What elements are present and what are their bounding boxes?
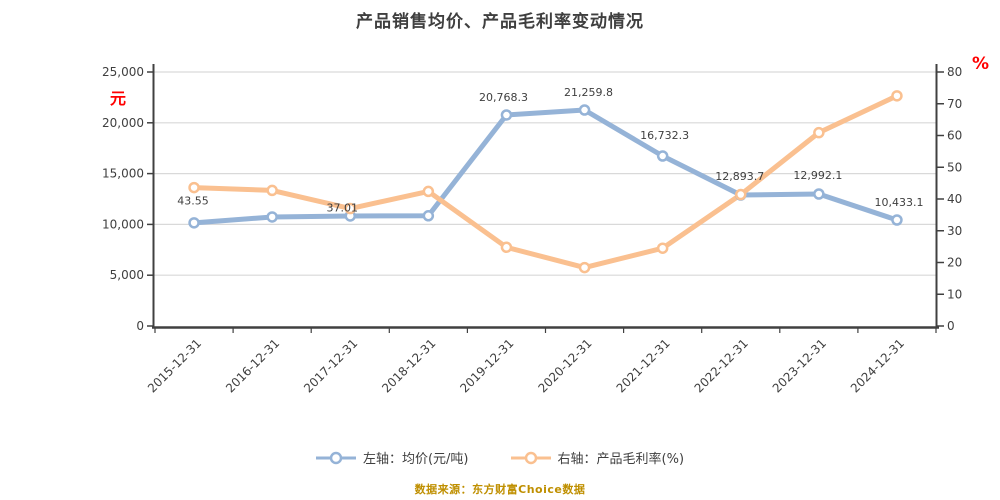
left-axis-tick-label: 15,000 [102, 167, 144, 181]
x-tick-label: 2021-12-31 [614, 336, 673, 395]
plot-area: 0 5,000 10,000 15,000 20,000 25,000 0 10 20 30 40 5… [102, 64, 962, 395]
data-source-watermark: 数据来源：东方财富Choice数据 [414, 483, 586, 496]
data-point-marker [813, 126, 825, 139]
data-point-marker [500, 241, 513, 254]
data-point-marker [344, 202, 356, 215]
legend: 左轴：均价(元/吨) 右轴：产品毛利率(%) [0, 448, 1000, 467]
x-tick-label: 2018-12-31 [379, 336, 438, 395]
right-axis-tick-label: 70 [947, 97, 962, 111]
data-point-marker [891, 214, 903, 226]
data-point-label: 21,259.8 [564, 86, 613, 99]
data-point-marker [422, 210, 435, 222]
series-line-margin [191, 93, 900, 271]
data-point-marker [188, 217, 200, 229]
series-line-price [191, 107, 900, 226]
price-series-marker-icon [315, 451, 356, 464]
x-tick-label: 2024-12-31 [848, 336, 907, 395]
data-point-label: 12,893.7 [715, 170, 764, 183]
data-point-marker [500, 109, 513, 121]
x-tick-label: 2020-12-31 [535, 336, 594, 395]
data-point-label: 37.01 [327, 202, 359, 215]
data-point-marker [266, 211, 278, 223]
data-point-marker [188, 181, 200, 194]
right-axis-tick-label: 30 [947, 224, 962, 238]
data-point-marker [891, 90, 903, 102]
data-point-label: 10,433.1 [874, 196, 923, 209]
legend-item-margin: 右轴：产品毛利率(%) [510, 448, 685, 467]
left-axis-tick-label: 20,000 [102, 116, 144, 130]
data-point-marker [656, 150, 669, 162]
right-axis-unit-label: % [972, 54, 990, 74]
margin-series-marker-icon [510, 451, 551, 464]
x-tick-label: 2017-12-31 [301, 336, 360, 395]
left-axis-tick-label: 25,000 [102, 65, 144, 79]
data-point-marker [813, 188, 825, 200]
data-point-marker [656, 242, 669, 254]
left-axis-tick-label: 0 [136, 319, 144, 333]
data-point-marker [578, 104, 591, 116]
x-tick-label: 2015-12-31 [145, 336, 204, 395]
legend-label-margin: 右轴：产品毛利率(%) [557, 452, 685, 467]
x-tick-label: 2022-12-31 [692, 336, 751, 395]
right-axis-tick-label: 50 [947, 160, 962, 174]
right-axis-tick-label: 40 [947, 192, 962, 206]
legend-item-price: 左轴：均价(元/吨) [315, 448, 469, 467]
left-axis-unit-label: 元 [110, 89, 127, 108]
right-axis-tick-label: 10 [947, 287, 962, 301]
right-axis-tick-label: 60 [947, 129, 962, 143]
data-point-label: 43.55 [177, 195, 209, 208]
data-point-marker [735, 188, 747, 201]
data-point-marker [578, 261, 591, 274]
chart-title: 产品销售均价、产品毛利率变动情况 [356, 12, 644, 32]
data-point-label: 16,732.3 [640, 129, 689, 142]
right-axis-tick-label: 0 [947, 319, 955, 333]
data-point-marker [266, 184, 278, 197]
left-axis-tick-label: 10,000 [102, 217, 144, 231]
legend-label-price: 左轴：均价(元/吨) [362, 452, 469, 467]
right-axis-tick-label: 20 [947, 256, 962, 270]
x-tick-label: 2016-12-31 [223, 336, 282, 395]
data-point-marker [422, 185, 435, 198]
x-tick-label: 2023-12-31 [770, 336, 829, 395]
left-axis-tick-label: 5,000 [110, 268, 144, 282]
x-tick-label: 2019-12-31 [457, 336, 516, 395]
data-point-label: 12,992.1 [793, 169, 842, 182]
right-axis-tick-label: 80 [947, 65, 962, 79]
data-point-label: 20,768.3 [479, 91, 528, 104]
